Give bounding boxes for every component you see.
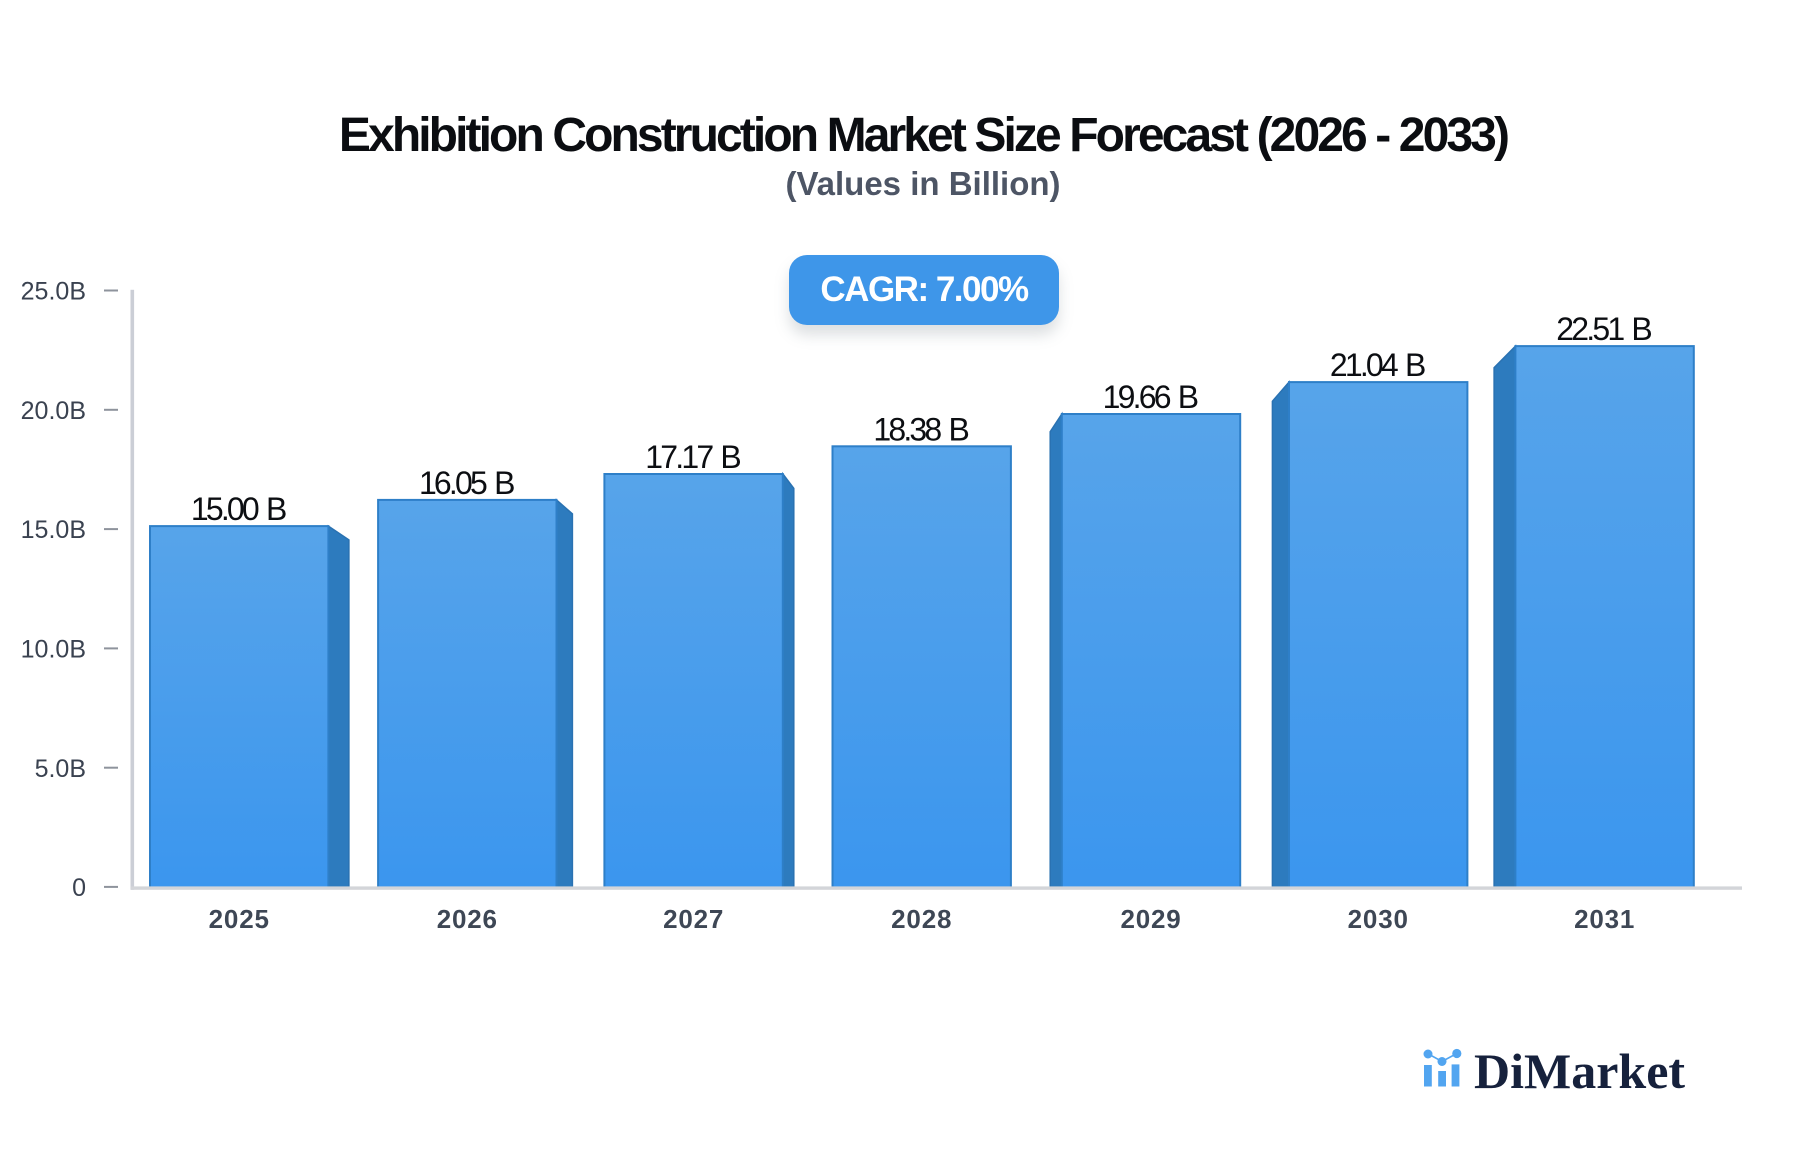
svg-text:2027: 2027: [663, 904, 724, 934]
svg-text:15.0B: 15.0B: [21, 516, 86, 544]
svg-text:2031: 2031: [1574, 904, 1635, 934]
svg-text:19.66 B: 19.66 B: [1103, 379, 1198, 415]
svg-text:2026: 2026: [437, 904, 498, 934]
svg-text:15.00 B: 15.00 B: [191, 491, 286, 527]
svg-text:10.0B: 10.0B: [21, 636, 86, 664]
svg-text:17.17 B: 17.17 B: [645, 439, 740, 475]
svg-text:0: 0: [72, 874, 86, 902]
svg-text:2028: 2028: [891, 904, 952, 934]
svg-text:16.05 B: 16.05 B: [419, 465, 514, 501]
svg-text:21.04 B: 21.04 B: [1330, 347, 1425, 383]
svg-text:20.0B: 20.0B: [21, 397, 86, 425]
svg-text:2029: 2029: [1120, 904, 1181, 934]
svg-text:22.51 B: 22.51 B: [1556, 311, 1651, 347]
svg-text:5.0B: 5.0B: [35, 755, 86, 783]
svg-text:25.0B: 25.0B: [21, 278, 86, 306]
svg-text:2030: 2030: [1348, 904, 1409, 934]
svg-text:2025: 2025: [209, 904, 270, 934]
svg-text:18.38 B: 18.38 B: [873, 411, 968, 447]
